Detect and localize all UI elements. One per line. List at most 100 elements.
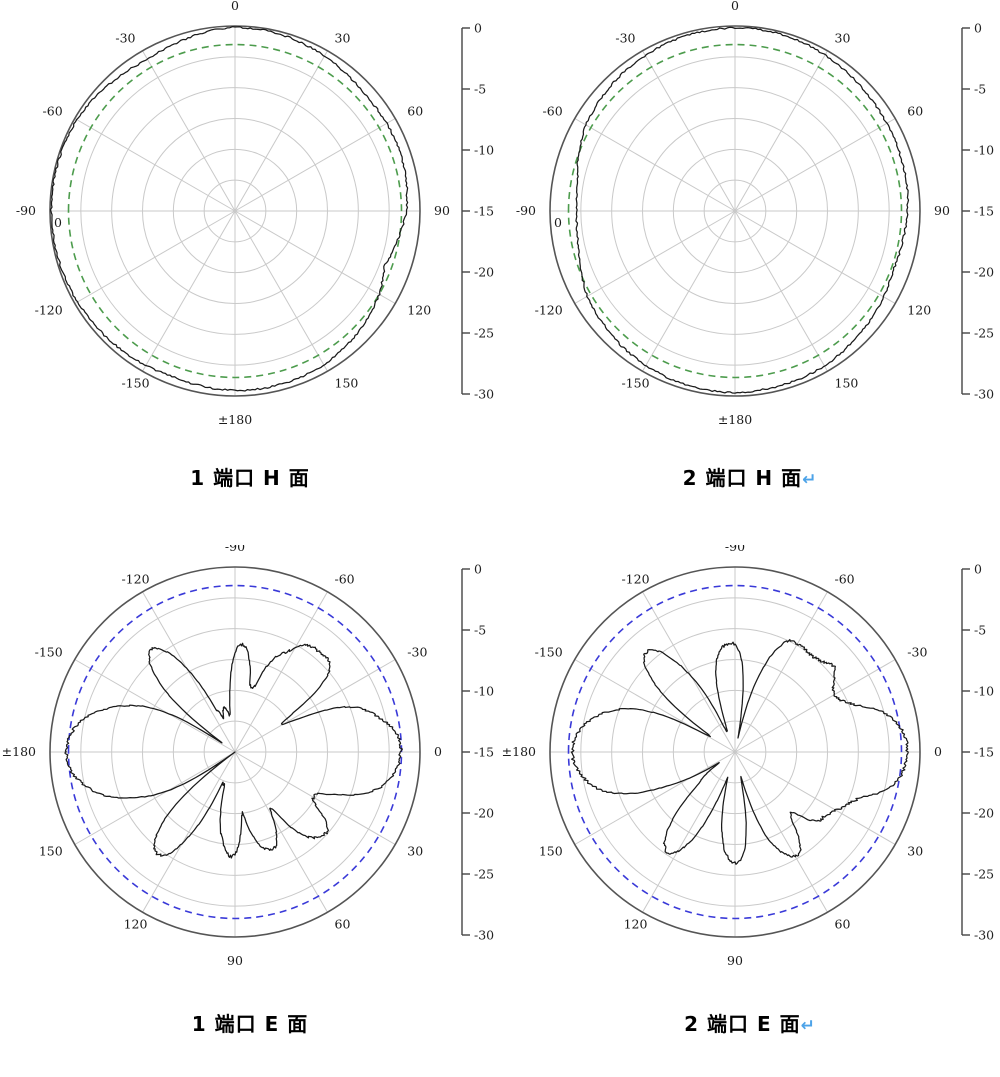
polar-svg-h1: 0 30 60 90 120 150 ±180 -150 -120 -90 -60 -30 0 0 -5 -… [16, 0, 494, 427]
radial-scale-tick-label: -25 [974, 326, 994, 341]
angle-tick-label: -90 [225, 545, 245, 554]
angle-tick-label: 30 [835, 31, 851, 46]
angle-tick-label: 150 [835, 375, 859, 390]
angle-labels-h2: 0 30 60 90 120 150 ±180 -150 -120 -90 -60 -30 0 [516, 0, 950, 427]
angle-tick-label: 0 [934, 744, 942, 759]
angle-tick-label: 90 [727, 953, 743, 968]
angle-tick-label: -120 [35, 303, 63, 318]
radial-scale-tick-label: 0 [474, 21, 482, 36]
angle-tick-label: ±180 [718, 412, 752, 427]
reference-circle-blue [567, 584, 903, 920]
angle-tick-label: 90 [934, 203, 950, 218]
radial-scale-bar-e1: 0 -5 -10 -15 -20 -25 -30 [461, 562, 494, 943]
radial-scale-tick-label: -30 [474, 387, 494, 402]
angle-tick-label: ±180 [218, 412, 252, 427]
polar-plot-1-port-h-plane: 0 30 60 90 120 150 ±180 -150 -120 -90 -60 -30 0 0 -5 -… [0, 0, 500, 440]
radial-scale-bar-h2: 0 -5 -10 -15 -20 -25 -30 [961, 21, 994, 402]
angle-tick-label: ±180 [502, 744, 536, 759]
measured-pattern-trace [575, 26, 910, 394]
angle-labels-h1: 0 30 60 90 120 150 ±180 -150 -120 -90 -60 -30 0 [16, 0, 450, 427]
angle-tick-label: -150 [535, 645, 563, 660]
angle-tick-label: -150 [121, 375, 149, 390]
radial-scale-tick-label: -5 [474, 623, 486, 638]
radial-scale-tick-label: 0 [974, 562, 982, 577]
angle-tick-label: -90 [725, 545, 745, 554]
angle-labels-e2: 0 -30 -60 -90 -120 -150 ±180 150 120 90 60 30 [502, 545, 942, 968]
radial-scale-tick-label: -10 [974, 143, 994, 158]
polar-plot-2-port-h-plane: 0 30 60 90 120 150 ±180 -150 -120 -90 -60 -30 0 0 -5 -… [500, 0, 1000, 440]
reference-circle-green [567, 43, 903, 379]
radial-scale-tick-label: -30 [974, 387, 994, 402]
angle-tick-label: 150 [39, 844, 63, 859]
angle-tick-label: 0 [231, 0, 239, 13]
angle-tick-label: -60 [543, 104, 563, 119]
radial-scale-tick-label: -5 [974, 623, 986, 638]
radial-scale-tick-label: -20 [974, 806, 994, 821]
angle-tick-label: 60 [335, 916, 351, 931]
angle-tick-label: 60 [835, 916, 851, 931]
angle-tick-label: -60 [335, 572, 355, 587]
radial-origin-label: 0 [554, 215, 562, 230]
polar-plot-1-port-e-plane: 0 -30 -60 -90 -120 -150 ±180 150 120 90 60 30 0 -5 -1… [0, 545, 500, 975]
radial-scale-tick-label: -20 [474, 265, 494, 280]
angle-tick-label: -120 [621, 572, 649, 587]
caption-1-port-h-plane: 1 端口 H 面 [0, 462, 500, 491]
angle-tick-label: -150 [35, 645, 63, 660]
radial-scale-tick-label: -30 [474, 928, 494, 943]
radial-scale-tick-label: -30 [974, 928, 994, 943]
radial-scale-tick-label: -10 [474, 684, 494, 699]
angle-tick-label: -90 [516, 203, 536, 218]
radial-scale-tick-label: -20 [974, 265, 994, 280]
measured-pattern-trace [570, 638, 909, 865]
caption-text: 1 端口 E 面 [191, 1012, 309, 1036]
radial-scale-tick-label: -10 [974, 684, 994, 699]
radial-scale-tick-label: -10 [474, 143, 494, 158]
radial-scale-bar-e2: 0 -5 -10 -15 -20 -25 -30 [961, 562, 994, 943]
radial-scale-tick-label: -15 [474, 204, 494, 219]
angle-tick-label: 60 [407, 104, 423, 119]
caption-text: 1 端口 H 面 [190, 466, 310, 490]
angle-tick-label: -30 [907, 645, 927, 660]
radial-origin-label: 0 [54, 215, 62, 230]
angle-tick-label: 150 [335, 375, 359, 390]
polar-grid-h1 [49, 25, 421, 397]
angle-tick-label: 30 [907, 844, 923, 859]
angle-tick-label: -120 [535, 303, 563, 318]
angle-tick-label: -150 [621, 375, 649, 390]
angle-labels-e1: 0 -30 -60 -90 -120 -150 ±180 150 120 90 60 30 [2, 545, 442, 968]
angle-tick-label: 30 [335, 31, 351, 46]
angle-tick-label: 90 [434, 203, 450, 218]
radial-scale-tick-label: -15 [474, 745, 494, 760]
caption-2-port-e-plane: 2 端口 E 面↵ [500, 1008, 1000, 1037]
angle-tick-label: -90 [16, 203, 36, 218]
paragraph-mark: ↵ [802, 470, 818, 490]
angle-tick-label: 120 [407, 303, 431, 318]
polar-plot-2-port-e-plane: 0 -30 -60 -90 -120 -150 ±180 150 120 90 60 30 0 -5 -1… [500, 545, 1000, 975]
caption-text: 2 端口 E 面 [684, 1012, 801, 1036]
reference-circle-blue [67, 584, 403, 920]
angle-tick-label: 0 [434, 744, 442, 759]
angle-tick-label: 0 [731, 0, 739, 13]
radial-scale-tick-label: -5 [974, 82, 986, 97]
angle-tick-label: 150 [539, 844, 563, 859]
angle-tick-label: ±180 [2, 744, 36, 759]
radial-scale-tick-label: -15 [974, 745, 994, 760]
caption-text: 2 端口 H 面 [682, 466, 803, 490]
measured-pattern-trace [49, 26, 409, 392]
polar-svg-h2: 0 30 60 90 120 150 ±180 -150 -120 -90 -60 -30 0 0 -5 -… [516, 0, 994, 427]
angle-tick-label: 120 [624, 916, 648, 931]
angle-tick-label: 120 [907, 303, 931, 318]
radial-scale-tick-label: 0 [974, 21, 982, 36]
radial-scale-tick-label: -5 [474, 82, 486, 97]
radial-scale-tick-label: -20 [474, 806, 494, 821]
polar-grid-e2 [549, 566, 921, 938]
polar-svg-e1: 0 -30 -60 -90 -120 -150 ±180 150 120 90 60 30 0 -5 -1… [2, 545, 495, 968]
angle-tick-label: -30 [115, 31, 135, 46]
caption-1-port-e-plane: 1 端口 E 面 [0, 1008, 500, 1037]
radial-scale-tick-label: -25 [474, 867, 494, 882]
angle-tick-label: -60 [835, 572, 855, 587]
radial-scale-tick-label: -25 [474, 326, 494, 341]
angle-tick-label: 30 [407, 844, 423, 859]
reference-circle-green [67, 43, 403, 379]
